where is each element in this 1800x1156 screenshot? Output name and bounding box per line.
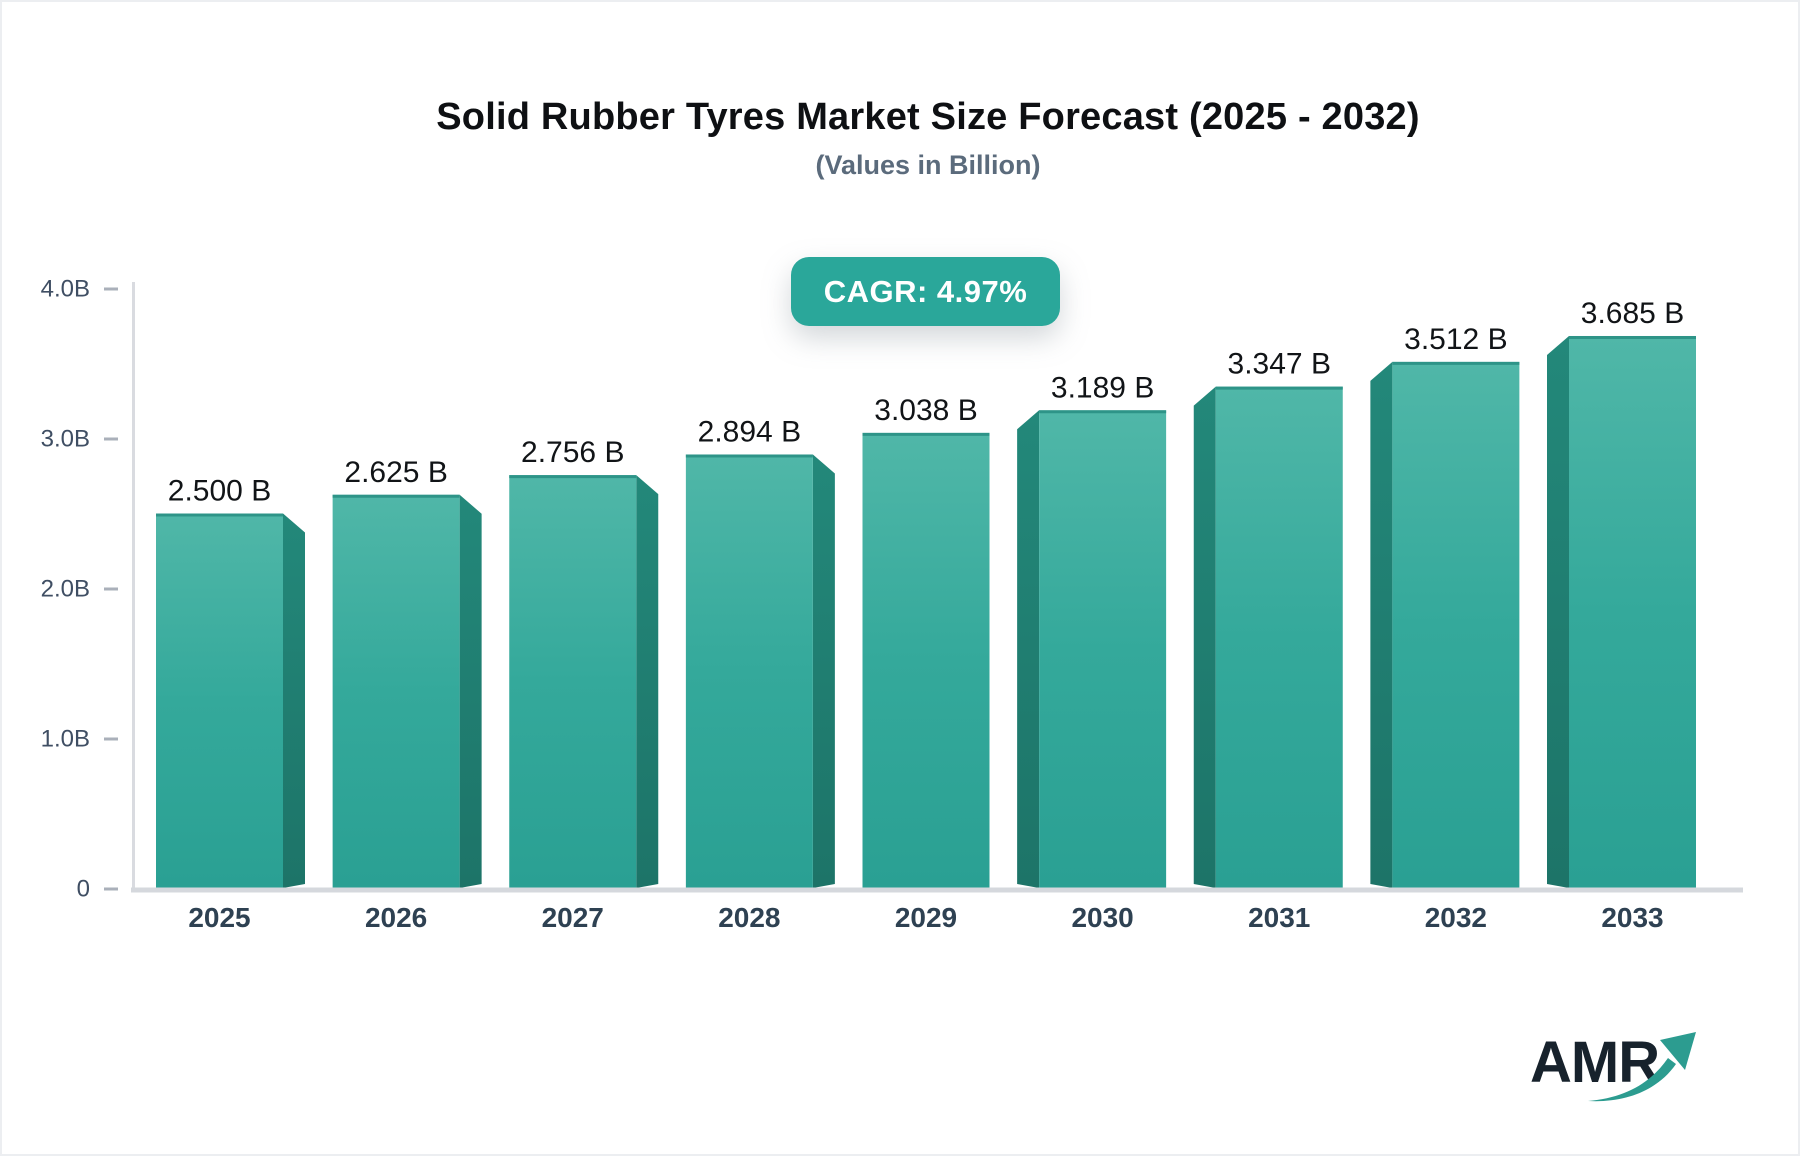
bar-value-label: 3.038 B — [874, 394, 977, 427]
bar-side-face — [1017, 410, 1040, 888]
bar-value-label: 2.756 B — [521, 436, 624, 469]
y-axis-label: 4.0B — [41, 276, 90, 303]
bar-value-label: 3.685 B — [1581, 297, 1684, 330]
bar-front-face — [332, 494, 460, 888]
x-axis-label: 2027 — [542, 902, 604, 933]
bar-front-face — [862, 432, 990, 888]
bar-side-face — [812, 454, 835, 888]
bar-side-face — [1547, 335, 1569, 888]
bar-front-face — [1215, 386, 1343, 888]
x-axis-label: 2031 — [1248, 902, 1310, 933]
growth-arrow-icon — [1588, 1032, 1696, 1102]
bar-side-face — [283, 513, 305, 888]
bar-front-face — [156, 513, 283, 888]
bar-2025: 2.500 B 2025 — [156, 475, 305, 933]
bar-side-face — [459, 494, 482, 888]
x-axis-label: 2025 — [188, 902, 250, 933]
page-subtitle: (Values in Billion) — [815, 150, 1041, 180]
bar-front-face — [509, 475, 637, 888]
logo-text: AMR — [1530, 1030, 1660, 1095]
page-title: Solid Rubber Tyres Market Size Forecast … — [436, 96, 1420, 138]
bar-front-face — [1039, 410, 1167, 888]
bar-2030: 3.189 B 2030 — [1017, 371, 1167, 933]
y-axis-label: 1.0B — [41, 726, 90, 753]
bar-value-label: 2.894 B — [698, 415, 801, 448]
y-axis-label: 2.0B — [41, 576, 90, 603]
x-axis-label: 2028 — [718, 902, 780, 933]
x-axis-label: 2033 — [1601, 902, 1663, 933]
y-axis-label: 0 — [77, 876, 90, 903]
bar-front-face — [1569, 335, 1696, 888]
bar-2032: 3.512 B 2032 — [1370, 323, 1520, 933]
x-axis-label: 2029 — [895, 902, 957, 933]
bar-side-face — [1193, 386, 1216, 888]
bar-front-face — [1392, 361, 1520, 888]
bar-2028: 2.894 B 2028 — [685, 415, 835, 933]
bar-side-face — [1370, 361, 1393, 888]
x-axis-label: 2026 — [365, 902, 427, 933]
bar-value-label: 2.500 B — [168, 475, 271, 508]
amr-logo: AMR — [1530, 1032, 1720, 1116]
x-axis-label: 2032 — [1425, 902, 1487, 933]
bar-side-face — [636, 475, 659, 888]
cagr-badge: CAGR: 4.97% — [791, 257, 1060, 326]
bar-value-label: 3.512 B — [1404, 323, 1507, 356]
bar-2033: 3.685 B 2033 — [1547, 297, 1696, 933]
bar-2026: 2.625 B 2026 — [332, 456, 482, 933]
bar-front-face — [685, 454, 813, 888]
bar-value-label: 3.347 B — [1228, 348, 1331, 381]
y-axis-label: 3.0B — [41, 426, 90, 453]
bar-2031: 3.347 B 2031 — [1193, 348, 1343, 933]
bar-value-label: 2.625 B — [344, 456, 447, 489]
bar-2027: 2.756 B 2027 — [509, 436, 659, 933]
bar-value-label: 3.189 B — [1051, 371, 1154, 404]
bar-2029: 3.038 B 2029 — [862, 394, 990, 933]
x-axis-label: 2030 — [1071, 902, 1133, 933]
